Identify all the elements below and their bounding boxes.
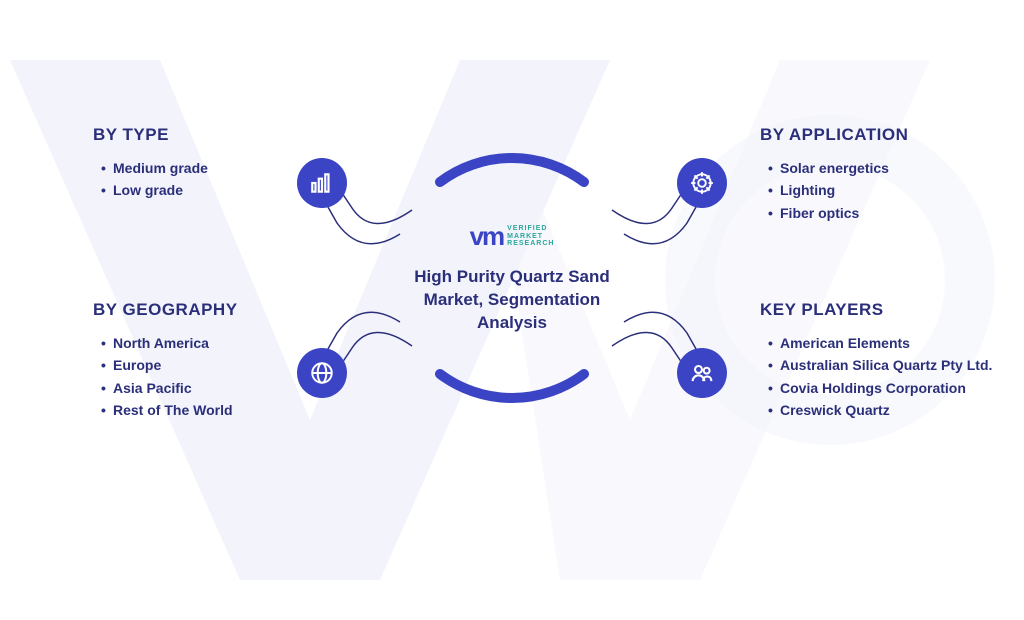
logo-line1: VERIFIED	[507, 225, 554, 233]
list-application: Solar energetics Lighting Fiber optics	[760, 157, 1020, 224]
segment-application: BY APPLICATION Solar energetics Lighting…	[760, 125, 1020, 224]
center-hub: vm VERIFIED MARKET RESEARCH High Purity …	[412, 221, 612, 335]
globe-icon	[297, 348, 347, 398]
list-players: American Elements Australian Silica Quar…	[760, 332, 1010, 422]
list-item: Solar energetics	[768, 157, 1020, 179]
list-geography: North America Europe Asia Pacific Rest o…	[93, 332, 273, 422]
list-item: Europe	[101, 354, 273, 376]
gear-icon	[677, 158, 727, 208]
list-item: Australian Silica Quartz Pty Ltd.	[768, 354, 1010, 376]
logo-text: VERIFIED MARKET RESEARCH	[507, 225, 554, 248]
list-item: Medium grade	[101, 157, 353, 179]
list-item: Rest of The World	[101, 399, 273, 421]
list-item: Lighting	[768, 179, 1020, 201]
list-item: Covia Holdings Corporation	[768, 377, 1010, 399]
logo-line3: RESEARCH	[507, 240, 554, 248]
logo-mark: vm	[470, 221, 504, 252]
heading-application: BY APPLICATION	[760, 125, 1020, 145]
heading-players: KEY PLAYERS	[760, 300, 1010, 320]
list-type: Medium grade Low grade	[93, 157, 353, 202]
heading-geography: BY GEOGRAPHY	[93, 300, 273, 320]
list-item: Fiber optics	[768, 202, 1020, 224]
segment-type: BY TYPE Medium grade Low grade	[93, 125, 353, 202]
list-item: North America	[101, 332, 273, 354]
list-item: American Elements	[768, 332, 1010, 354]
people-icon	[677, 348, 727, 398]
segment-geography: BY GEOGRAPHY North America Europe Asia P…	[93, 300, 273, 422]
logo-line2: MARKET	[507, 233, 554, 241]
segment-players: KEY PLAYERS American Elements Australian…	[760, 300, 1010, 422]
logo: vm VERIFIED MARKET RESEARCH	[412, 221, 612, 252]
list-item: Creswick Quartz	[768, 399, 1010, 421]
center-title: High Purity Quartz Sand Market, Segmenta…	[412, 266, 612, 335]
heading-type: BY TYPE	[93, 125, 353, 145]
list-item: Low grade	[101, 179, 353, 201]
list-item: Asia Pacific	[101, 377, 273, 399]
